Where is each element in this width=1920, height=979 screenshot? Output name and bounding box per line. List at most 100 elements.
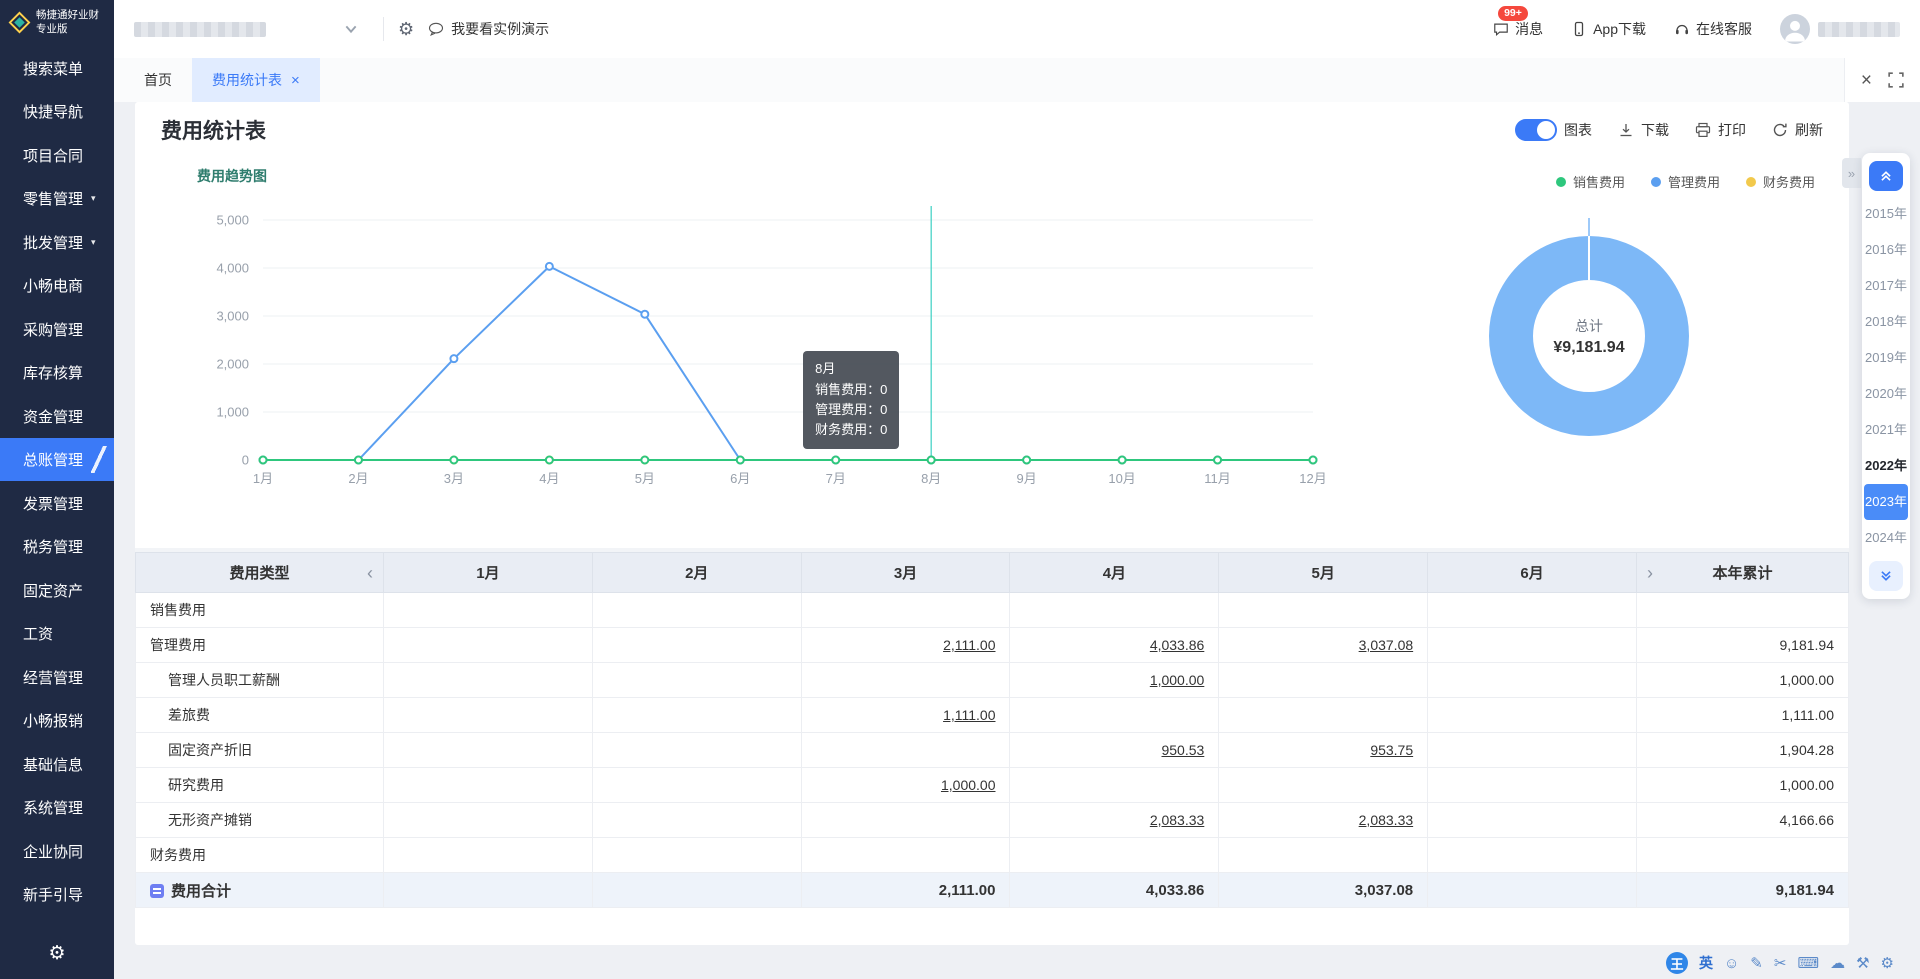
year-item[interactable]: 2019年 xyxy=(1865,350,1907,365)
legend-label: 财务费用 xyxy=(1762,175,1815,190)
row-label-text: 管理人员职工薪酬 xyxy=(168,672,280,688)
fullscreen-icon[interactable] xyxy=(1888,72,1904,88)
cloud-icon[interactable]: ☁ xyxy=(1830,954,1846,972)
drilldown-link[interactable]: 2,111.00 xyxy=(943,637,996,653)
divider xyxy=(383,17,384,41)
year-item[interactable]: 2020年 xyxy=(1865,386,1907,401)
ime-language-toggle[interactable]: 英 xyxy=(1698,955,1713,971)
legend-item[interactable]: 销售费用 xyxy=(1555,172,1625,191)
sidebar-item[interactable]: 零售管理 ▾ xyxy=(0,177,114,221)
sidebar-item[interactable]: 新手引导 xyxy=(0,873,114,917)
print-button[interactable]: 打印 xyxy=(1695,120,1746,140)
drilldown-link[interactable]: 2,083.33 xyxy=(1149,812,1205,828)
sidebar-item[interactable]: 企业协同 xyxy=(0,829,114,873)
sidebar-item-label: 工资 xyxy=(23,626,54,644)
sidebar-item[interactable]: 小畅电商 xyxy=(0,264,114,308)
gear-icon[interactable]: ⚙ xyxy=(1880,954,1894,972)
tools-icon[interactable]: ⚒ xyxy=(1856,954,1870,972)
sidebar-item[interactable]: 工资 xyxy=(0,612,114,656)
scissors-icon[interactable]: ✂ xyxy=(1773,954,1787,972)
close-tab-icon[interactable]: × xyxy=(291,71,300,89)
demo-link[interactable]: 我要看实例演示 xyxy=(428,19,549,39)
scroll-right-icon[interactable]: › xyxy=(1647,562,1653,583)
sidebar-item[interactable]: 经营管理 xyxy=(0,655,114,699)
collapse-panel-icon[interactable]: » xyxy=(1842,158,1861,188)
messages-button[interactable]: 99+ 消息 xyxy=(1493,6,1543,39)
row-label-text: 管理费用 xyxy=(150,637,206,653)
year-item[interactable]: 2022年 xyxy=(1865,458,1907,473)
donut-chart[interactable]: 总计 ¥9,181.94 xyxy=(1479,216,1699,446)
table-cell xyxy=(383,872,593,908)
gear-icon[interactable]: ⚙ xyxy=(398,18,415,39)
sidebar-item[interactable]: 资金管理 xyxy=(0,394,114,438)
ime-logo[interactable]: 王 xyxy=(1665,952,1688,974)
year-item[interactable]: 2017年 xyxy=(1865,278,1907,293)
years-up-button[interactable] xyxy=(1869,161,1903,191)
drilldown-link[interactable]: 953.75 xyxy=(1370,742,1414,758)
sidebar-item[interactable]: 固定资产 xyxy=(0,568,114,612)
tab-home[interactable]: 首页 xyxy=(124,58,192,102)
table-cell: 2,111.00 xyxy=(800,872,1011,908)
scroll-left-icon[interactable]: ‹ xyxy=(367,562,373,583)
drilldown-link[interactable]: 2,083.33 xyxy=(1358,812,1414,828)
table-cell-total: 1,904.28 xyxy=(1636,732,1849,768)
legend-item[interactable]: 管理费用 xyxy=(1650,172,1720,191)
drilldown-link[interactable]: 1,000.00 xyxy=(940,777,996,793)
line-chart[interactable]: 0 1,000 2,000 3,000 4,000 5,000 1月 2月 3月 4月 5月 6月 7月… xyxy=(141,186,1381,508)
chart-legend: 销售费用 管理费用 财务费用 xyxy=(1555,172,1815,191)
company-select[interactable] xyxy=(124,12,369,46)
emoji-icon[interactable]: ☺ xyxy=(1723,954,1740,972)
pen-icon[interactable]: ✎ xyxy=(1750,954,1763,972)
refresh-label: 刷新 xyxy=(1795,122,1823,138)
table-cell xyxy=(1427,627,1637,663)
phone-icon xyxy=(1574,21,1584,37)
online-service-button[interactable]: 在线客服 xyxy=(1674,19,1752,39)
sidebar-item[interactable]: 总账管理 xyxy=(0,437,114,482)
column-header: 5月 xyxy=(1218,552,1429,593)
drilldown-link[interactable]: 1,000.00 xyxy=(1149,672,1205,688)
app-download-button[interactable]: App下载 xyxy=(1571,19,1646,39)
sidebar-item[interactable]: 项目合同 xyxy=(0,133,114,177)
sidebar-item-label: 资金管理 xyxy=(23,408,84,426)
sidebar-item[interactable]: 搜索菜单 xyxy=(0,46,114,90)
sidebar-item[interactable]: 小畅报销 xyxy=(0,699,114,743)
year-item[interactable]: 2021年 xyxy=(1865,422,1907,437)
row-label-text: 固定资产折旧 xyxy=(168,742,252,758)
year-item[interactable]: 2016年 xyxy=(1865,242,1907,257)
refresh-button[interactable]: 刷新 xyxy=(1772,120,1823,140)
year-item[interactable]: 2024年 xyxy=(1865,530,1907,545)
legend-item[interactable]: 财务费用 xyxy=(1745,172,1815,191)
drilldown-link[interactable]: 4,033.86 xyxy=(1149,637,1205,653)
sidebar-item[interactable]: 税务管理 xyxy=(0,525,114,569)
year-item[interactable]: 2015年 xyxy=(1865,206,1907,221)
chart-toggle-switch[interactable] xyxy=(1515,119,1557,141)
column-header: 2月 xyxy=(591,552,802,593)
sidebar-item[interactable]: 批发管理 ▾ xyxy=(0,220,114,264)
year-item[interactable]: 2023年 xyxy=(1864,484,1908,520)
close-all-tabs-icon[interactable]: × xyxy=(1860,69,1872,91)
headset-icon xyxy=(1676,24,1688,35)
drilldown-link[interactable]: 3,037.08 xyxy=(1358,637,1414,653)
download-button[interactable]: 下载 xyxy=(1618,120,1669,140)
keyboard-icon[interactable]: ⌨ xyxy=(1797,954,1820,972)
sidebar-item[interactable]: 快捷导航 xyxy=(0,90,114,134)
user-menu[interactable] xyxy=(1780,14,1900,44)
sidebar-item[interactable]: 系统管理 xyxy=(0,786,114,830)
sidebar-item-label: 小畅报销 xyxy=(23,713,84,731)
tab-tools: × xyxy=(1843,58,1920,102)
column-header: 3月 xyxy=(800,552,1011,593)
years-down-button[interactable] xyxy=(1869,561,1903,591)
drilldown-link[interactable]: 950.53 xyxy=(1161,742,1205,758)
sidebar-item[interactable]: 基础信息 xyxy=(0,742,114,786)
column-header: 费用类型 ‹ xyxy=(135,552,384,593)
sidebar-settings-gear-icon[interactable]: ⚙ xyxy=(48,943,66,964)
year-item[interactable]: 2018年 xyxy=(1865,314,1907,329)
tab-expense-report[interactable]: 费用统计表 × xyxy=(192,58,320,102)
row-label: 管理人员职工薪酬 xyxy=(135,662,384,698)
drilldown-link[interactable]: 1,111.00 xyxy=(943,707,996,723)
sidebar-item[interactable]: 发票管理 xyxy=(0,481,114,525)
sidebar-item[interactable]: 库存核算 xyxy=(0,351,114,395)
demo-label: 我要看实例演示 xyxy=(451,21,550,37)
chart-toggle[interactable]: 图表 xyxy=(1515,119,1592,141)
sidebar-item[interactable]: 采购管理 xyxy=(0,307,114,351)
